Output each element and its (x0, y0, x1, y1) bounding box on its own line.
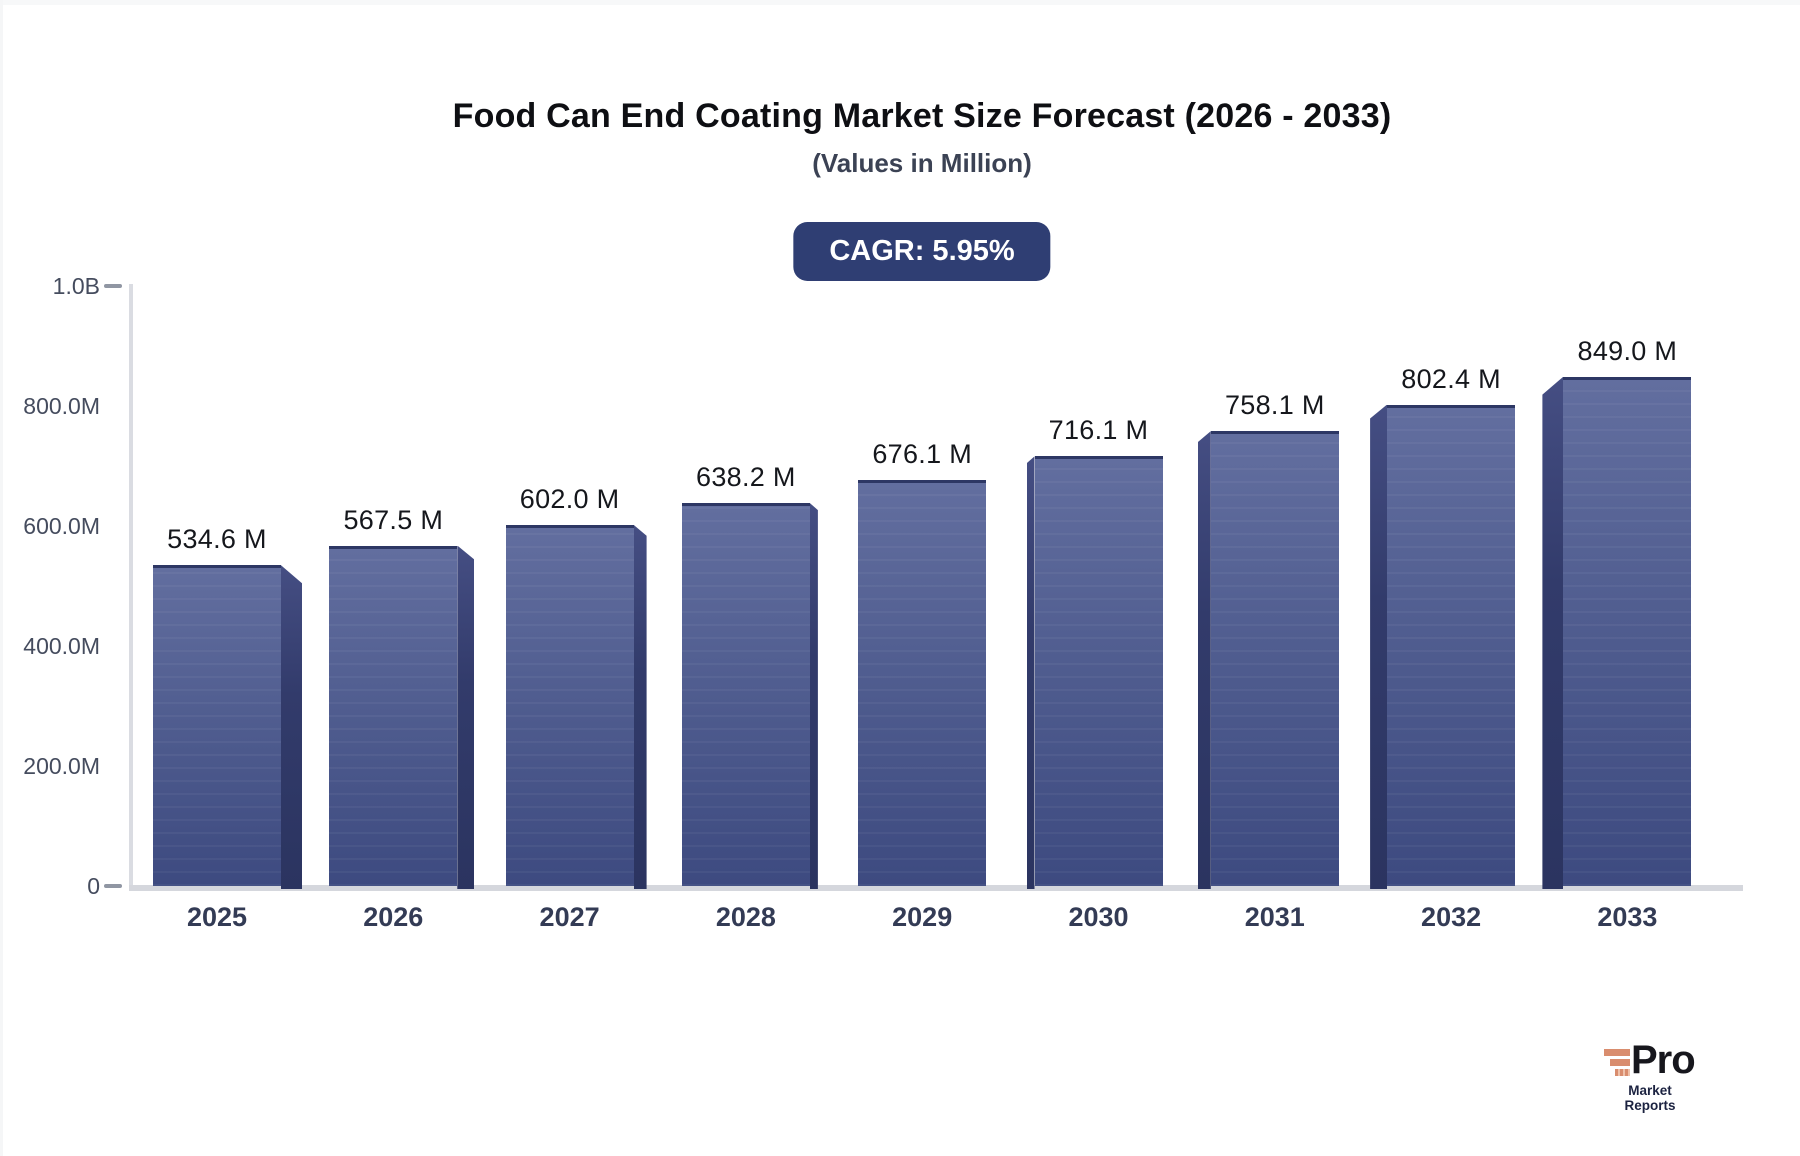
y-tick-label: 600.0M (23, 513, 100, 539)
logo-bar-icon (1604, 1049, 1630, 1056)
bar-3d-side (809, 503, 818, 889)
bar-3d-side (1197, 431, 1211, 889)
bar-value-label: 716.1 M (1048, 415, 1149, 446)
logo-bar-icon (1615, 1069, 1630, 1076)
x-tick-label: 2027 (539, 902, 600, 932)
bar-value-label: 802.4 M (1401, 363, 1501, 394)
logo-bar-icon (1610, 1059, 1630, 1066)
screenshot-top-edge (0, 0, 1800, 5)
bar (681, 503, 810, 886)
bar (1210, 431, 1339, 886)
x-tick-label: 2025 (186, 902, 248, 932)
bar (505, 524, 634, 886)
pro-market-reports-logo: Pro Market Reports (1604, 1040, 1714, 1113)
bar (329, 545, 458, 886)
x-tick-label: 2026 (363, 902, 424, 932)
bar-3d-side (1026, 456, 1035, 889)
bar-3d-side (633, 524, 647, 889)
x-tick-label: 2033 (1597, 902, 1658, 932)
bar-value-label: 638.2 M (696, 462, 796, 493)
bar-value-label: 567.5 M (343, 504, 444, 535)
bar-3d-side (281, 565, 302, 889)
chart-subtitle: (Values in Million) (812, 148, 1032, 178)
bar (858, 480, 987, 886)
y-tick-label: 800.0M (23, 393, 100, 419)
y-tick-label: 200.0M (23, 753, 100, 779)
y-tick-label: 0 (87, 873, 100, 899)
y-axis-line (129, 284, 133, 886)
logo-bars-icon (1604, 1049, 1630, 1079)
chart-title: Food Can End Coating Market Size Forecas… (452, 97, 1392, 135)
bar-value-label: 758.1 M (1224, 390, 1325, 421)
bar-3d-side (457, 545, 475, 889)
y-tick-dash (104, 884, 122, 888)
y-tick-dash (104, 284, 122, 288)
bar-value-label: 849.0 M (1577, 335, 1678, 366)
x-tick-label: 2030 (1068, 902, 1129, 932)
bar-value-label: 534.6 M (167, 524, 267, 555)
x-tick-label: 2031 (1244, 902, 1305, 932)
bar-3d-side (1370, 404, 1388, 889)
x-tick-label: 2032 (1421, 902, 1482, 932)
bar (1387, 404, 1516, 886)
bar-value-label: 676.1 M (872, 439, 973, 470)
x-axis-baseline (129, 885, 1743, 891)
y-tick-label: 1.0B (52, 273, 100, 299)
y-tick-label: 400.0M (23, 633, 100, 659)
bar (1563, 376, 1692, 886)
x-tick-label: 2029 (892, 902, 953, 932)
logo-row: Pro (1604, 1040, 1714, 1080)
cagr-badge: CAGR: 5.95% (793, 222, 1051, 281)
bar-3d-side (1542, 376, 1564, 889)
bar (153, 565, 281, 886)
bar (1034, 456, 1163, 886)
screenshot-left-edge (0, 0, 3, 1156)
logo-tagline: Market Reports (1624, 1083, 1676, 1113)
logo-brand-text: Pro (1631, 1038, 1696, 1082)
x-tick-label: 2028 (715, 902, 776, 932)
bar-value-label: 602.0 M (519, 483, 620, 514)
